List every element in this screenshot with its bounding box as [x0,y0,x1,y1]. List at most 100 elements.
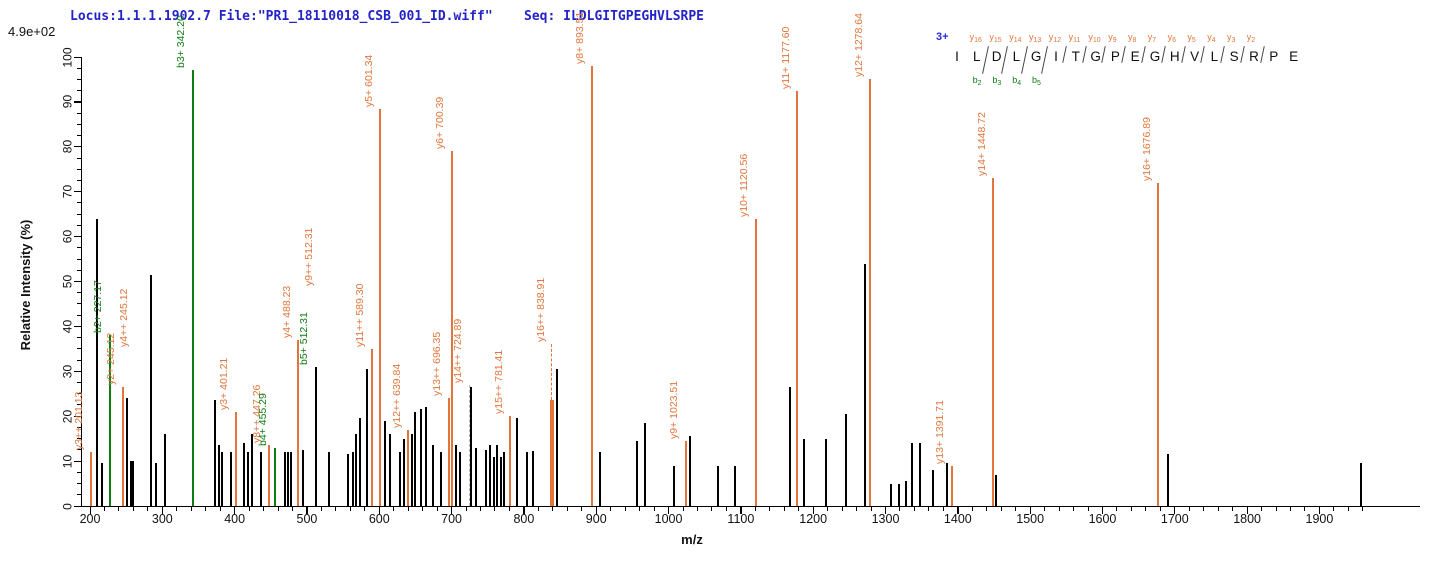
x-minor-tick [870,507,872,511]
peak-label: b5+ 512.31 [298,311,311,365]
peak-label: y2+ 245.12 [105,332,118,385]
peak [260,452,263,506]
peak-label: y13++ 696.35 [431,332,444,397]
peak [945,463,948,506]
x-minor-tick [132,507,134,511]
residue-letter: R [1249,49,1259,64]
peak [492,456,495,506]
y-ion-label: y5 [1187,32,1196,44]
y-minor-tick [77,258,81,260]
x-minor-tick [1290,507,1291,511]
y-major-tick [74,370,81,372]
x-tick-label: 900 [585,512,607,526]
x-minor-tick [320,507,322,511]
x-minor-tick [986,507,988,511]
ion-number: 15 [993,37,1002,44]
peak [911,443,914,506]
peak-label: y3++ 201.13 [73,391,86,451]
peak-label: y6+ 700.39 [434,97,447,150]
x-minor-tick [711,507,713,511]
ion-number: 3 [997,80,1002,87]
y-minor-tick [77,449,81,451]
peak [384,420,387,506]
peak-label: y8+ 893.51 [574,11,587,64]
peak-label: y11++ 589.30 [354,283,367,347]
peak [287,452,290,506]
x-minor-tick [147,507,149,511]
peak-label: y9++ 512.31 [302,227,315,287]
x-major-tick [957,507,959,514]
x-minor-tick [566,507,568,511]
peak [556,369,559,506]
y-ion-label: y10 [1088,32,1101,44]
x-minor-tick [1015,507,1017,511]
x-minor-tick [248,507,250,511]
ion-number: 6 [1172,37,1176,44]
ion-number: 3 [1231,37,1236,44]
x-minor-tick [349,507,351,511]
peak [247,452,250,506]
x-tick-label: 1700 [1160,512,1189,526]
x-minor-tick [436,507,438,511]
peak [716,465,719,506]
x-minor-tick [494,507,496,511]
peak [440,452,443,506]
peak [1157,182,1160,506]
residue-letter: I [1054,49,1058,64]
y-tick-label: 0 [60,502,75,510]
x-minor-tick [827,507,829,511]
peak [284,452,287,506]
x-minor-tick [393,507,395,511]
x-major-tick [1318,507,1321,514]
peak [516,418,519,506]
residue-letter: G [1149,49,1161,64]
peak-label: y10+ 1120.56 [738,153,751,217]
ion-number: 7 [1152,37,1157,44]
peak [488,445,491,506]
x-tick-label: 1600 [1088,512,1117,526]
peak [509,416,512,506]
x-tick-label: 1400 [943,512,972,526]
x-minor-tick [176,507,178,511]
x-major-tick [595,507,597,514]
y-minor-tick [77,78,81,80]
peak [484,449,487,506]
x-minor-tick [1275,507,1277,511]
peak [347,454,350,506]
x-major-tick [234,507,236,514]
peak [410,434,413,506]
peak [419,409,422,506]
y-minor-tick [77,179,81,181]
peak [414,411,417,506]
dashed-connector-line [551,344,553,401]
peak [496,445,499,506]
peak [290,452,293,506]
y-minor-tick [77,213,81,215]
peak [802,438,805,506]
y-major-tick [74,146,81,148]
x-minor-tick [581,507,583,511]
peak [598,452,601,506]
peak-label: y14+ 1448.72 [975,112,988,177]
peak [267,445,270,506]
peak [450,151,453,506]
y-ion-label: y4 [1207,32,1216,44]
x-minor-tick [465,507,467,511]
residue-letter: V [1190,49,1200,64]
peak-label: y16++ 838.91 [534,278,547,343]
peak [890,483,893,506]
peak [932,470,935,506]
peak [149,274,152,506]
peak-label: y4+ 488.23 [280,285,293,338]
peak [389,434,392,506]
peak [864,263,867,506]
peak [689,436,692,506]
peak [379,108,382,506]
peak [904,481,907,506]
peak-label: y15++ 781.41 [492,349,505,415]
peak [845,413,848,506]
y-ion-label: y2 [1246,32,1256,44]
ion-number: 2 [1251,37,1256,44]
x-major-tick [306,507,308,514]
ion-number: 9 [1112,37,1117,44]
